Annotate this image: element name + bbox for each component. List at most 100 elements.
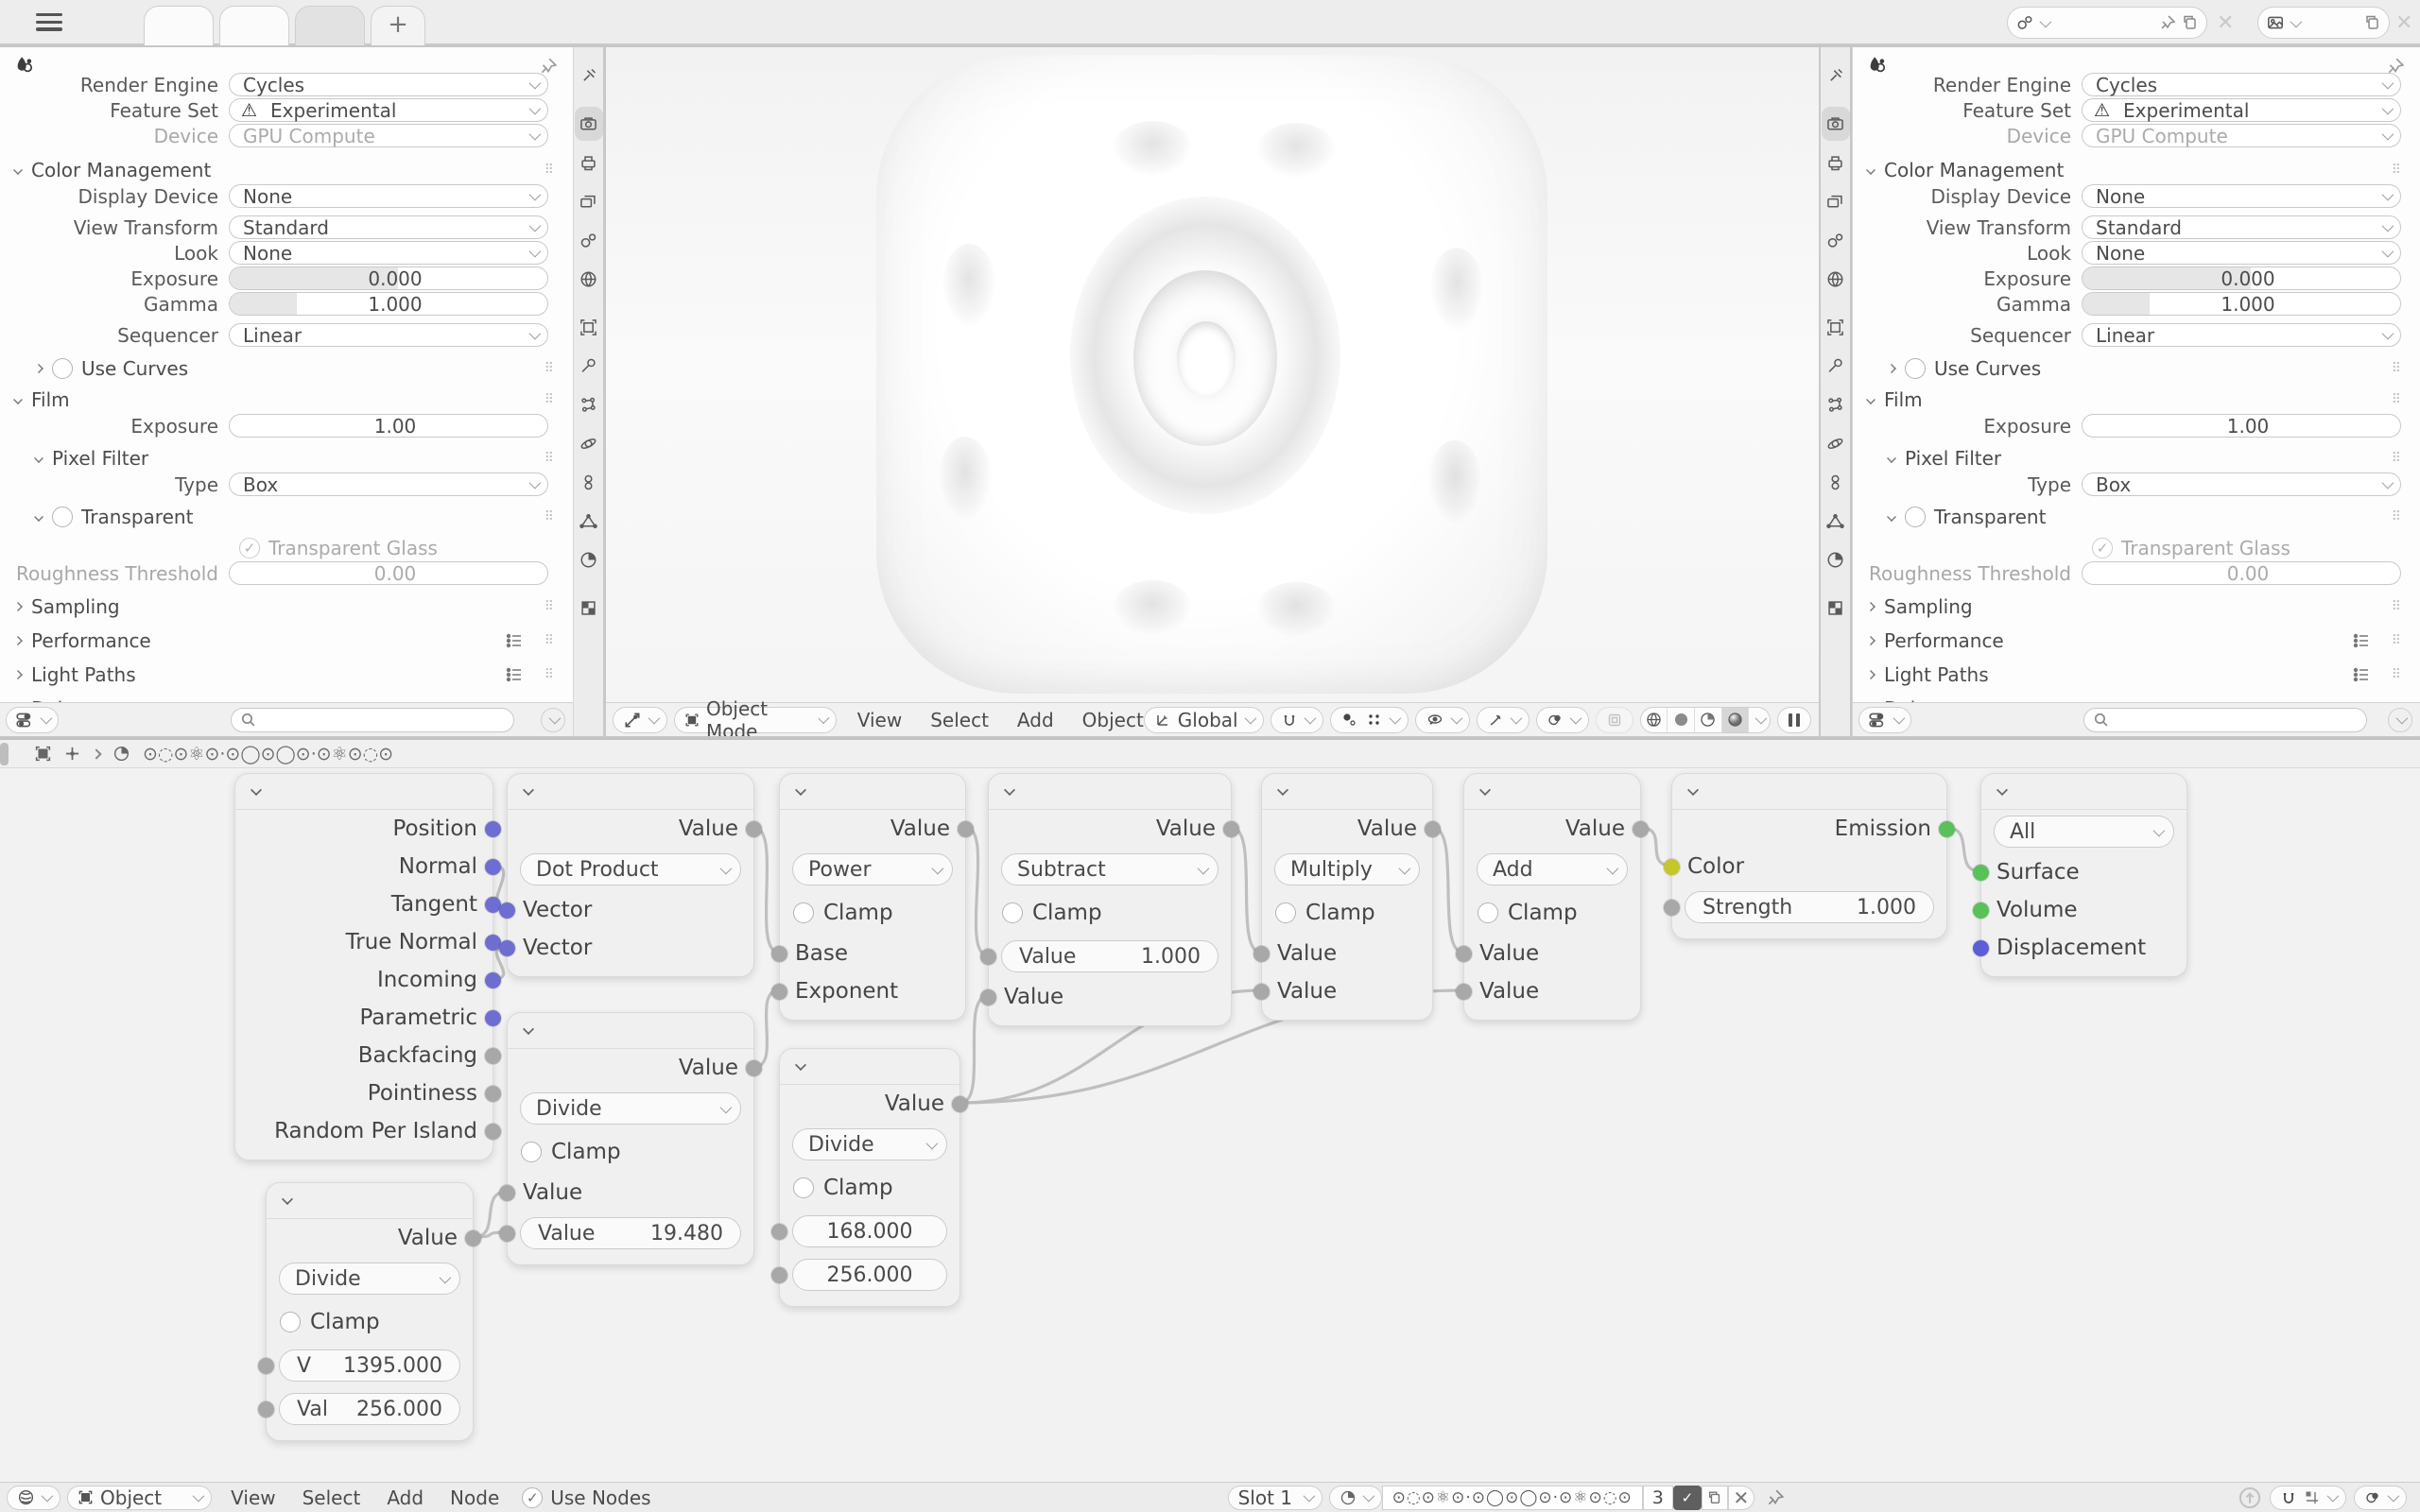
properties-tab-particles[interactable] [575,387,603,421]
output-socket[interactable] [485,934,501,951]
input-socket[interactable] [499,939,515,956]
section-header-sampling[interactable]: Sampling ⠿ [1853,593,2420,620]
section-header-debug[interactable]: Debug ⠿ [0,696,573,702]
node-dropdown[interactable]: Multiply [1274,853,1420,885]
sequencer-field[interactable]: Linear [229,323,548,347]
section-header-sampling[interactable]: Sampling ⠿ [0,593,573,620]
properties-tab-particles[interactable] [1822,387,1850,421]
output-socket[interactable] [1223,820,1239,837]
node-value-field[interactable]: Val 256.000 [279,1393,460,1425]
properties-tab-physics[interactable] [575,426,603,460]
node-value-field[interactable]: 168.000 [792,1215,947,1247]
render-engine-field[interactable]: Cycles [229,73,548,96]
device-field[interactable]: GPU Compute [2082,124,2401,147]
editor-type-button[interactable] [6,706,59,733]
output-socket[interactable] [485,1047,501,1064]
remove-viewlayer-icon[interactable]: ✕ [2395,11,2413,35]
properties-tab-material[interactable] [1822,542,1850,576]
section-header-debug[interactable]: Debug ⠿ [1853,696,2420,702]
scene-datablock-selector[interactable] [2007,7,2207,39]
checkbox-checked-icon[interactable]: ✓ [2092,537,2113,558]
checkbox-unchecked-icon[interactable] [1905,507,1926,527]
section-header-film[interactable]: Film ⠿ [1853,387,2420,413]
properties-tab-output[interactable] [1822,146,1850,180]
node-dropdown[interactable]: Dot Product [520,853,741,885]
input-socket[interactable] [1973,902,1989,919]
node-header[interactable] [508,1013,753,1049]
shader-type-selector[interactable]: Object [67,1485,213,1510]
checkbox-unchecked-icon[interactable] [521,1142,542,1162]
output-socket[interactable] [485,1085,501,1102]
device-field[interactable]: GPU Compute [229,124,548,147]
output-socket[interactable] [485,971,501,988]
scrollbar-nub[interactable] [0,743,9,765]
section-header-performance[interactable]: Performance ⠿ [0,627,573,654]
node-divide_a[interactable]: Value Divide Clamp Value Value 19.480 [499,1012,762,1265]
input-socket[interactable] [258,1357,274,1374]
section-header-performance[interactable]: Performance ⠿ [1853,627,2420,654]
node-header[interactable] [1672,774,1946,810]
input-socket[interactable] [1664,899,1680,916]
mode-selector[interactable]: Object Mode [674,697,837,736]
viewport-3d[interactable]: Object Mode View Select Add Object Global [606,47,1819,736]
look-field[interactable]: None [229,241,548,265]
node-value-field[interactable]: Value 1.000 [1001,940,1219,972]
node-dot_product[interactable]: Value Dot Product Vector Vector [499,773,762,977]
panel-options-button[interactable] [2388,707,2412,732]
shading-rendered-button[interactable] [1721,707,1750,732]
node-header[interactable] [780,774,965,810]
checkbox-unchecked-icon[interactable] [52,358,73,379]
feature-set-field[interactable]: ⚠ Experimental [2082,98,2401,122]
input-socket[interactable] [499,1184,515,1201]
node-header[interactable] [1464,774,1640,810]
scene-name-field[interactable] [2054,8,2153,38]
material-name-field[interactable]: ⊙◌⊙⚛⊙·⊙◯⊙◯⊙·⊙⚛⊙◌⊙ [1381,1485,1643,1510]
checkbox-unchecked-icon[interactable] [793,902,814,923]
properties-tab-view-layer[interactable] [575,184,603,218]
editor-type-button[interactable] [7,1485,60,1510]
list-menu-icon[interactable] [2353,633,2370,648]
output-socket[interactable] [465,1229,481,1246]
viewport-menu-object[interactable]: Object [1081,708,1144,731]
node-header[interactable] [1981,774,2187,810]
view-transform-field[interactable]: Standard [229,215,548,239]
roughness-threshold-field[interactable]: 0.00 [229,561,548,585]
node-dropdown[interactable]: Divide [792,1128,947,1160]
properties-tab-render[interactable] [574,107,603,141]
unlink-scene-icon[interactable]: ✕ [2217,11,2235,35]
snapping-button[interactable] [1270,706,1323,733]
checkbox-unchecked-icon[interactable] [793,1177,814,1198]
exposure-field[interactable]: 0.000 [2082,266,2401,290]
properties-tab-object-data[interactable] [575,504,603,538]
node-snapping-button[interactable] [2270,1485,2346,1510]
node-menu-node[interactable]: Node [450,1486,500,1509]
output-socket[interactable] [958,820,974,837]
section-header-color-management[interactable]: Color Management ⠿ [1853,157,2420,183]
viewport-editor-type-button[interactable] [613,706,667,733]
checkbox-checked-icon[interactable]: ✓ [239,537,260,558]
viewport-object[interactable] [876,55,1547,694]
node-value-field[interactable]: V 1395.000 [279,1349,460,1382]
editor-type-button[interactable] [1858,706,1911,733]
properties-tab-modifiers[interactable] [575,349,603,383]
checkbox-unchecked-icon[interactable] [1002,902,1023,923]
node-header[interactable] [267,1183,473,1219]
node-header[interactable] [235,774,493,810]
node-dropdown[interactable]: All [1994,816,2174,848]
node-multiply[interactable]: Value Multiply Clamp Value Value [1253,773,1441,1021]
section-header-pixel-filter[interactable]: Pixel Filter ⠿ [1853,445,2420,472]
node-emission[interactable]: Emission Color Strength 1.000 [1664,773,1955,939]
display-device-field[interactable]: None [2082,184,2401,208]
input-socket[interactable] [1973,864,1989,881]
input-socket[interactable] [258,1400,274,1418]
list-menu-icon[interactable] [2353,667,2370,682]
parent-node-tree-icon[interactable] [2238,1486,2262,1510]
input-socket[interactable] [1456,983,1472,1000]
fake-user-shield-button[interactable]: ✓ [1672,1485,1702,1510]
properties-tab-scene[interactable] [575,223,603,257]
collapse-node-icon[interactable] [1478,783,1492,796]
node-dropdown[interactable]: Add [1477,853,1628,885]
node-canvas[interactable]: Position Normal Tangent True Normal Incoming… [0,768,2420,1482]
input-socket[interactable] [1456,945,1472,962]
node-overlays-button[interactable] [2354,1485,2407,1510]
